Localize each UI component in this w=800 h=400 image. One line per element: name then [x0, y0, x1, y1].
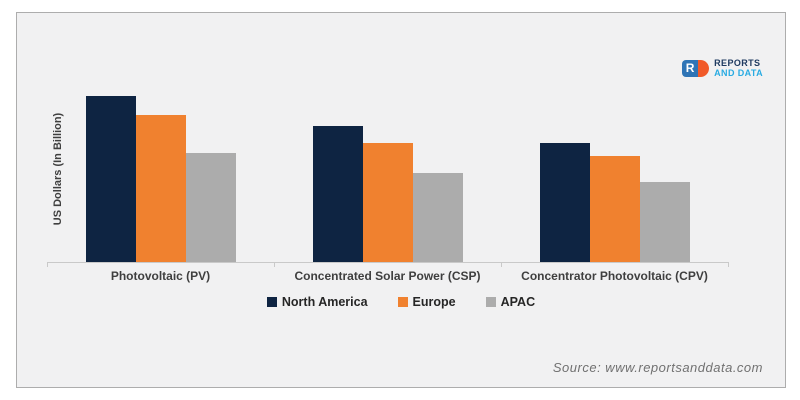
logo-r-icon: R — [682, 59, 699, 77]
bar-north-america-concentrated-solar-power-csp — [312, 126, 363, 262]
legend-swatch-europe — [397, 297, 408, 307]
brand-logo: R REPORTS AND DATA — [682, 58, 763, 79]
legend-item-north-america: North America — [266, 295, 368, 309]
x-axis-tick — [274, 262, 275, 267]
logo-d-icon — [698, 59, 710, 77]
x-axis-tick — [501, 262, 502, 267]
legend-swatch-north-america — [266, 297, 277, 307]
bar-apac-photovoltaic-pv — [185, 152, 236, 262]
logo-rd-icon: R — [682, 59, 710, 77]
bar-europe-photovoltaic-pv — [135, 114, 186, 262]
legend-item-europe: Europe — [397, 295, 456, 309]
x-axis-tick — [47, 262, 48, 267]
bar-group-concentrator-photovoltaic-cpv — [501, 40, 728, 262]
category-label-concentrator-photovoltaic-cpv: Concentrator Photovoltaic (CPV) — [521, 269, 708, 283]
plot-area — [47, 40, 728, 262]
x-axis-category-labels: Photovoltaic (PV) Concentrated Solar Powe… — [47, 269, 728, 283]
x-axis-line — [47, 262, 729, 267]
bar-apac-concentrated-solar-power-csp — [412, 172, 463, 262]
legend-item-apac: APAC — [485, 295, 536, 309]
logo-line1: REPORTS — [714, 58, 761, 68]
source-note: Source: www.reportsanddata.com — [552, 360, 763, 375]
bar-europe-concentrator-photovoltaic-cpv — [589, 155, 640, 262]
legend-label-north-america: North America — [281, 295, 368, 309]
chart-panel: R REPORTS AND DATA US Dollars (In Billio… — [16, 12, 786, 388]
legend-label-apac: APAC — [500, 295, 536, 309]
legend-swatch-apac — [485, 297, 496, 307]
category-label-concentrated-solar-power-csp: Concentrated Solar Power (CSP) — [294, 269, 481, 283]
bar-group-concentrated-solar-power-csp — [274, 40, 501, 262]
bar-apac-concentrator-photovoltaic-cpv — [639, 182, 690, 262]
x-axis-tick — [728, 262, 729, 267]
bar-group-photovoltaic-pv — [47, 40, 274, 262]
bar-north-america-concentrator-photovoltaic-cpv — [539, 142, 590, 262]
bar-north-america-photovoltaic-pv — [85, 96, 136, 262]
legend-label-europe: Europe — [412, 295, 456, 309]
bar-europe-concentrated-solar-power-csp — [362, 142, 413, 262]
category-label-photovoltaic-pv: Photovoltaic (PV) — [110, 269, 211, 283]
logo-text: REPORTS AND DATA — [714, 58, 763, 79]
logo-line2: AND DATA — [714, 68, 763, 79]
legend: North America Europe APAC — [17, 295, 785, 309]
